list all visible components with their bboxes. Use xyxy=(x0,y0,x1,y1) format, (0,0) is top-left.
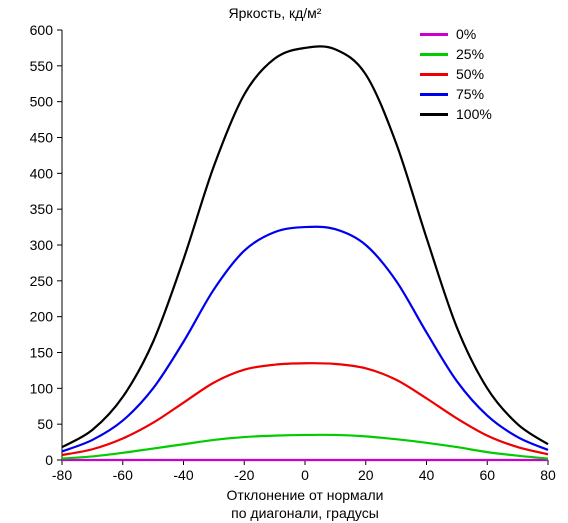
y-tick-label: 450 xyxy=(30,130,54,146)
legend-label-1: 25% xyxy=(456,46,484,62)
legend-label-0: 0% xyxy=(456,26,476,42)
brightness-vs-angle-chart: 050100150200250300350400450500550600-80-… xyxy=(0,0,568,523)
legend-swatch-4 xyxy=(420,113,448,116)
x-tick-label: 60 xyxy=(479,467,495,483)
y-tick-label: 200 xyxy=(30,309,54,325)
legend-swatch-3 xyxy=(420,93,448,96)
x-tick-label: -40 xyxy=(173,467,193,483)
y-tick-label: 50 xyxy=(37,416,53,432)
legend-label-4: 100% xyxy=(456,106,492,122)
x-tick-label: -60 xyxy=(113,467,133,483)
y-tick-label: 100 xyxy=(30,380,54,396)
y-tick-label: 150 xyxy=(30,345,54,361)
chart-svg: 050100150200250300350400450500550600-80-… xyxy=(0,0,568,523)
y-tick-label: 400 xyxy=(30,165,54,181)
x-tick-label: 80 xyxy=(540,467,556,483)
legend-label-2: 50% xyxy=(456,66,484,82)
legend-swatch-0 xyxy=(420,33,448,36)
x-tick-label: 0 xyxy=(301,467,309,483)
x-tick-label: -20 xyxy=(234,467,254,483)
y-tick-label: 300 xyxy=(30,237,54,253)
y-tick-label: 350 xyxy=(30,201,54,217)
series-line-1 xyxy=(62,435,548,459)
y-tick-label: 0 xyxy=(45,452,53,468)
legend-swatch-1 xyxy=(420,53,448,56)
x-axis-title-line1: Отклонение от нормали xyxy=(227,487,384,503)
x-tick-label: 20 xyxy=(358,467,374,483)
series-line-3 xyxy=(62,227,548,452)
x-tick-label: 40 xyxy=(419,467,435,483)
y-tick-label: 600 xyxy=(30,22,54,38)
y-tick-label: 550 xyxy=(30,58,54,74)
y-tick-label: 500 xyxy=(30,94,54,110)
legend-label-3: 75% xyxy=(456,86,484,102)
x-tick-label: -80 xyxy=(52,467,72,483)
legend-swatch-2 xyxy=(420,73,448,76)
x-axis-title-line2: по диагонали, градусы xyxy=(231,505,379,521)
y-axis-title: Яркость, кд/м² xyxy=(229,5,322,21)
y-tick-label: 250 xyxy=(30,273,54,289)
